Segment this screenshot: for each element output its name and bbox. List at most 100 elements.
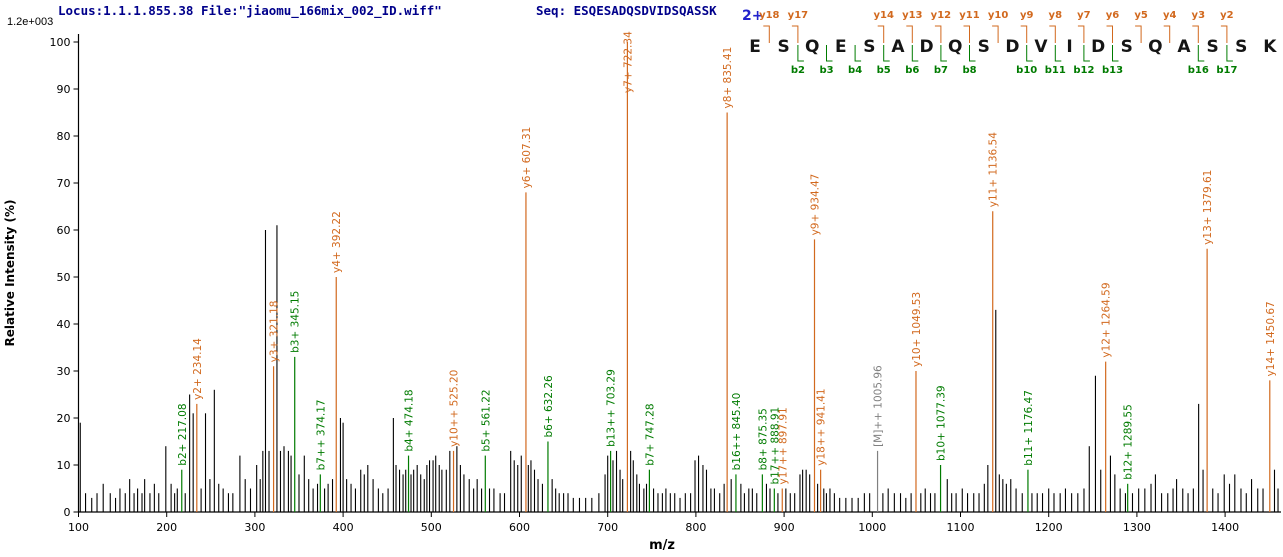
residue-letter: S xyxy=(978,37,990,57)
y-tick-label: 100 xyxy=(50,36,71,49)
y-ion-label: y18 xyxy=(759,10,779,21)
y-tick-label: 30 xyxy=(57,365,71,378)
y-ion-label: y11 xyxy=(959,10,979,21)
b-ion-mark xyxy=(940,45,947,62)
peak-label: b13++ 703.29 xyxy=(606,369,618,447)
peak-label: y14+ 1450.67 xyxy=(1265,301,1277,376)
x-tick-label: 1100 xyxy=(947,521,975,534)
x-tick-label: 600 xyxy=(509,521,530,534)
y-tick-label: 90 xyxy=(57,83,71,96)
b-ion-mark xyxy=(1026,45,1033,62)
b-ion-mark xyxy=(1083,45,1090,62)
residue-letter: S xyxy=(1235,37,1247,57)
peak-label: y17++ 897.91 xyxy=(777,407,789,484)
x-tick-label: 1000 xyxy=(858,521,886,534)
b-ion-label: b3 xyxy=(819,65,833,76)
y-tick-label: 20 xyxy=(57,412,71,425)
residue-letter: Q xyxy=(948,37,962,57)
x-tick-label: 800 xyxy=(685,521,706,534)
residue-letter: S xyxy=(863,37,875,57)
residue-letter: I xyxy=(1066,37,1072,57)
y-ion-label: y3 xyxy=(1192,10,1206,21)
peptide-sequence-label: Seq: ESQESADQSDVIDSQASSK xyxy=(536,3,717,18)
y-tick-label: 10 xyxy=(57,459,71,472)
y-ion-mark xyxy=(1163,25,1171,43)
peak-label: y3+ 321.18 xyxy=(269,301,281,363)
b-ion-label: b2 xyxy=(791,65,805,76)
peak-label: b7+ 747.28 xyxy=(644,403,656,465)
peak-label: b5+ 561.22 xyxy=(480,389,492,451)
b-ion-label: b13 xyxy=(1102,65,1123,76)
residue-letter: D xyxy=(1005,37,1019,57)
y-ion-mark xyxy=(1135,25,1142,43)
peak-label: b7++ 374.17 xyxy=(315,399,327,470)
y-ion-label: y14 xyxy=(873,10,893,21)
y-ion-label: y10 xyxy=(988,10,1008,21)
b-ion-label: b4 xyxy=(848,65,862,76)
b-ion-label: b12 xyxy=(1073,65,1094,76)
x-tick-label: 200 xyxy=(156,521,177,534)
residue-letter: E xyxy=(749,37,761,57)
residue-letter: V xyxy=(1034,37,1048,57)
x-tick-label: 1400 xyxy=(1211,521,1239,534)
b-ion-label: b16 xyxy=(1188,65,1209,76)
peak-label: [M]++ 1005.96 xyxy=(873,365,885,447)
residue-letter: S xyxy=(777,37,789,57)
b-ion-label: b10 xyxy=(1016,65,1037,76)
y-ion-label: y12 xyxy=(931,10,951,21)
y-tick-label: 70 xyxy=(57,177,71,190)
b-ion-label: b5 xyxy=(877,65,891,76)
peak-label: b6+ 632.26 xyxy=(543,375,555,438)
y-tick-label: 80 xyxy=(57,130,71,143)
residue-letter: D xyxy=(1091,37,1105,57)
peak-label: b3+ 345.15 xyxy=(290,291,302,353)
peak-label: b10+ 1077.39 xyxy=(936,385,948,461)
y-ion-mark xyxy=(1106,25,1113,43)
y-ion-label: y6 xyxy=(1106,10,1120,21)
b-ion-mark xyxy=(826,45,833,62)
locus-file-label: Locus:1.1.1.855.38 File:"jiaomu_166mix_0… xyxy=(58,3,442,18)
residue-letter: Q xyxy=(1148,37,1162,57)
y-ion-mark xyxy=(877,25,885,43)
peak-label: y18++ 941.41 xyxy=(816,388,828,465)
peak-label: b8+ 875.35 xyxy=(757,408,769,470)
peak-label: y10++ 525.20 xyxy=(449,370,461,447)
x-axis-title: m/z xyxy=(649,538,675,553)
b-ion-label: b7 xyxy=(934,65,948,76)
y-ion-label: y8 xyxy=(1049,10,1063,21)
b-ion-label: b8 xyxy=(962,65,976,76)
y-ion-label: y17 xyxy=(788,10,808,21)
x-tick-label: 100 xyxy=(68,521,89,534)
y-ion-label: y4 xyxy=(1163,10,1177,21)
peak-label: y6+ 607.31 xyxy=(521,127,533,189)
peak-label: y10+ 1049.53 xyxy=(911,292,923,367)
y-tick-label: 40 xyxy=(57,318,71,331)
peak-label: y7+ 722.34 xyxy=(622,31,634,93)
peak-label: b17++ 888.91 xyxy=(769,407,781,485)
y-ion-label: y9 xyxy=(1020,10,1034,21)
residue-letter: S xyxy=(1206,37,1218,57)
b-ion-mark xyxy=(883,45,890,62)
peak-label: b16++ 845.40 xyxy=(731,393,743,471)
b-ion-mark xyxy=(1197,45,1205,62)
y-ion-label: y13 xyxy=(902,10,922,21)
x-tick-label: 1300 xyxy=(1123,521,1151,534)
y-ion-mark xyxy=(1220,25,1228,43)
peak-label: y13+ 1379.61 xyxy=(1202,170,1214,245)
peak-label: y9+ 934.47 xyxy=(810,174,822,236)
charge-state-label: 2+ xyxy=(742,8,763,24)
y-ion-mark xyxy=(992,25,999,43)
y-ion-mark xyxy=(1049,25,1056,43)
x-tick-label: 400 xyxy=(333,521,354,534)
y-ion-mark xyxy=(963,25,970,43)
intensity-scale-label: 1.2e+003 xyxy=(7,16,54,28)
residue-letter: A xyxy=(891,37,905,57)
b-ion-label: b17 xyxy=(1216,65,1237,76)
y-ion-mark xyxy=(1020,25,1028,43)
y-ion-label: y7 xyxy=(1077,10,1091,21)
b-ion-mark xyxy=(1054,45,1062,62)
y-ion-mark xyxy=(906,25,913,43)
residue-letter: A xyxy=(1177,37,1191,57)
x-tick-label: 1200 xyxy=(1035,521,1063,534)
peak-label: y12+ 1264.59 xyxy=(1101,282,1113,357)
